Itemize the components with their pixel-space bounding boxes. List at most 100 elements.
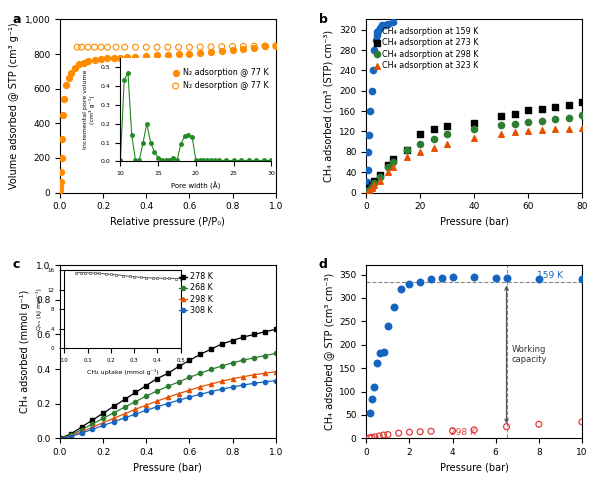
268 K	[78, 427, 85, 432]
308 K	[175, 397, 182, 403]
CH₄ adsorption at 273 K	[577, 98, 587, 106]
298 K	[132, 406, 139, 412]
Point	[415, 428, 425, 436]
278 K	[240, 334, 247, 340]
CH₄ adsorption at 323 K	[577, 124, 587, 132]
Point	[376, 349, 385, 356]
N₂ adsorption @ 77 K	[271, 42, 281, 50]
268 K	[218, 363, 226, 369]
278 K	[262, 329, 269, 335]
N₂ adsorption @ 77 K	[152, 52, 162, 59]
N₂ adsorption @ 77 K	[56, 184, 65, 191]
CH₄ adsorption at 323 K	[367, 185, 376, 192]
N₂ adsorption @ 77 K	[260, 42, 270, 50]
Point	[469, 274, 479, 281]
298 K	[67, 433, 74, 439]
268 K	[197, 370, 204, 376]
298 K	[100, 420, 107, 426]
298 K	[208, 381, 215, 387]
N₂ desorption @ 77 K	[103, 43, 112, 51]
CH₄ adsorption at 298 K	[364, 186, 374, 194]
268 K	[262, 353, 269, 358]
CH₄ adsorption at 298 K	[469, 125, 479, 133]
CH₄ adsorption at 159 K	[363, 166, 373, 173]
CH₄ adsorption at 159 K	[362, 184, 371, 191]
278 K	[218, 341, 226, 347]
Point	[502, 423, 511, 431]
N₂ desorption @ 77 K	[239, 42, 248, 50]
N₂ desorption @ 77 K	[228, 42, 238, 50]
278 K	[89, 417, 96, 423]
CH₄ adsorption at 273 K	[363, 187, 373, 195]
268 K	[186, 375, 193, 380]
Line: 308 K: 308 K	[58, 378, 278, 440]
278 K	[100, 410, 107, 416]
278 K	[229, 337, 236, 343]
CH₄ adsorption at 298 K	[550, 115, 560, 123]
CH₄ adsorption at 273 K	[537, 105, 547, 112]
278 K	[164, 371, 172, 376]
Line: 298 K: 298 K	[58, 370, 278, 440]
N₂ adsorption @ 77 K	[83, 57, 93, 65]
298 K	[89, 424, 96, 430]
Point	[491, 274, 500, 282]
278 K	[186, 357, 193, 363]
298 K	[229, 376, 236, 382]
N₂ adsorption @ 77 K	[79, 59, 89, 67]
298 K	[272, 369, 280, 375]
Text: 159 K: 159 K	[536, 271, 563, 280]
CH₄ adsorption at 159 K	[364, 131, 374, 139]
CH₄ adsorption at 273 K	[469, 119, 479, 127]
Legend: 278 K, 268 K, 298 K, 308 K: 278 K, 268 K, 298 K, 308 K	[176, 269, 216, 318]
Point	[394, 429, 403, 437]
298 K	[78, 429, 85, 434]
308 K	[229, 384, 236, 390]
CH₄ adsorption at 323 K	[370, 182, 379, 189]
CH₄ adsorption at 323 K	[523, 128, 533, 135]
CH₄ adsorption at 298 K	[510, 120, 520, 128]
268 K	[154, 388, 161, 394]
CH₄ adsorption at 298 K	[402, 147, 412, 154]
CH₄ adsorption at 323 K	[510, 129, 520, 136]
CH₄ adsorption at 273 K	[383, 161, 392, 169]
N₂ desorption @ 77 K	[77, 43, 86, 51]
CH₄ adsorption at 298 K	[429, 135, 439, 143]
268 K	[143, 393, 150, 399]
278 K	[197, 352, 204, 357]
308 K	[197, 392, 204, 397]
268 K	[100, 415, 107, 421]
308 K	[272, 378, 280, 384]
CH₄ adsorption at 298 K	[367, 184, 376, 191]
CH₄ adsorption at 159 K	[372, 31, 382, 38]
Point	[448, 273, 457, 281]
CH₄ adsorption at 323 K	[364, 187, 374, 194]
CH₄ adsorption at 159 K	[367, 87, 376, 94]
308 K	[154, 404, 161, 410]
Y-axis label: CH₄ adsorbed (cm³ (STP) cm⁻³): CH₄ adsorbed (cm³ (STP) cm⁻³)	[324, 30, 334, 182]
N₂ desorption @ 77 K	[260, 42, 270, 50]
CH₄ adsorption at 298 K	[442, 130, 452, 138]
268 K	[89, 421, 96, 427]
Text: b: b	[319, 13, 328, 25]
N₂ adsorption @ 77 K	[66, 69, 76, 77]
268 K	[175, 379, 182, 385]
308 K	[121, 415, 128, 421]
N₂ desorption @ 77 K	[96, 43, 106, 51]
Legend: CH₄ adsorption at 159 K, CH₄ adsorption at 273 K, CH₄ adsorption at 298 K, CH₄ a: CH₄ adsorption at 159 K, CH₄ adsorption …	[370, 23, 482, 73]
278 K	[154, 375, 161, 381]
X-axis label: Pressure (bar): Pressure (bar)	[440, 463, 509, 472]
308 K	[186, 394, 193, 400]
Point	[577, 275, 587, 283]
N₂ desorption @ 77 K	[174, 43, 184, 51]
N₂ adsorption @ 77 K	[174, 50, 184, 58]
CH₄ adsorption at 159 K	[383, 19, 392, 27]
278 K	[143, 383, 150, 389]
CH₄ adsorption at 159 K	[374, 27, 383, 35]
Y-axis label: CH₄ adsorbed (mmol g⁻¹): CH₄ adsorbed (mmol g⁻¹)	[20, 290, 31, 413]
CH₄ adsorption at 273 K	[510, 110, 520, 117]
298 K	[175, 391, 182, 396]
Point	[365, 434, 374, 442]
CH₄ adsorption at 159 K	[370, 46, 379, 54]
N₂ adsorption @ 77 K	[74, 60, 84, 68]
CH₄ adsorption at 323 K	[415, 148, 425, 156]
